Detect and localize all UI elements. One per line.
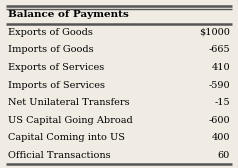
Text: Official Transactions: Official Transactions	[8, 151, 111, 160]
Text: Capital Coming into US: Capital Coming into US	[8, 133, 125, 142]
Text: Exports of Services: Exports of Services	[8, 63, 104, 72]
Text: $1000: $1000	[199, 28, 230, 37]
Text: -590: -590	[208, 80, 230, 90]
Text: 60: 60	[218, 151, 230, 160]
Text: US Capital Going Abroad: US Capital Going Abroad	[8, 116, 133, 125]
Text: -15: -15	[214, 98, 230, 107]
Text: Imports of Services: Imports of Services	[8, 80, 105, 90]
Text: 410: 410	[211, 63, 230, 72]
Text: Imports of Goods: Imports of Goods	[8, 45, 94, 54]
Text: Net Unilateral Transfers: Net Unilateral Transfers	[8, 98, 130, 107]
Text: Exports of Goods: Exports of Goods	[8, 28, 93, 37]
Text: 400: 400	[212, 133, 230, 142]
Text: -665: -665	[208, 45, 230, 54]
Text: -600: -600	[208, 116, 230, 125]
Text: Balance of Payments: Balance of Payments	[8, 10, 129, 19]
